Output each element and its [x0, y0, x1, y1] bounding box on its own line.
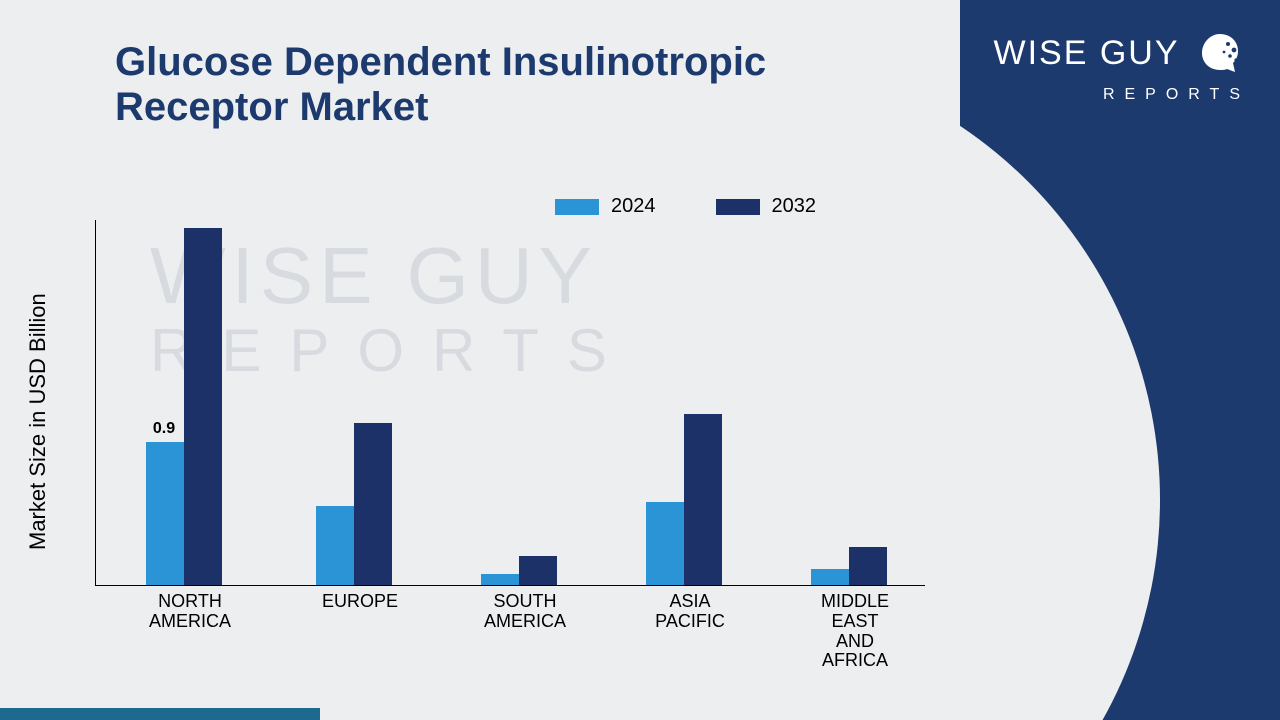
bar-value-label: 0.9: [140, 420, 188, 438]
logo-line2: REPORTS: [994, 86, 1250, 104]
bar-2024: [146, 442, 184, 585]
legend-item-2032: 2032: [716, 195, 817, 218]
category-label: MIDDLEEASTANDAFRICA: [785, 592, 925, 671]
category-label: ASIAPACIFIC: [620, 592, 760, 632]
legend-label-2024: 2024: [611, 195, 656, 217]
chart-title: Glucose Dependent Insulinotropic Recepto…: [115, 40, 855, 130]
bar-2032: [184, 228, 222, 585]
category-label: SOUTHAMERICA: [455, 592, 595, 632]
logo-head-icon: [1190, 30, 1250, 90]
logo-line1: WISE GUY: [994, 34, 1180, 72]
bar-2024: [481, 574, 519, 585]
category-label: NORTHAMERICA: [120, 592, 260, 632]
brand-logo: WISE GUY REPORTS: [994, 30, 1250, 104]
legend-swatch-2032: [716, 199, 760, 215]
bar-2032: [684, 414, 722, 585]
bar-2032: [519, 556, 557, 585]
chart-canvas: WISE GUY REPORTS Glucose Dependent Insul…: [0, 0, 1280, 720]
category-label: EUROPE: [290, 592, 430, 612]
bar-2024: [811, 569, 849, 585]
bar-2024: [316, 506, 354, 585]
y-axis-label: Market Size in USD Billion: [25, 293, 51, 550]
legend-label-2032: 2032: [772, 195, 817, 217]
legend-swatch-2024: [555, 199, 599, 215]
legend: 2024 2032: [555, 195, 816, 218]
legend-item-2024: 2024: [555, 195, 656, 218]
plot-area: 0.9: [95, 220, 925, 586]
bar-2032: [354, 423, 392, 585]
bar-2032: [849, 547, 887, 585]
bottom-accent-strip: [0, 708, 320, 720]
bar-2024: [646, 502, 684, 585]
